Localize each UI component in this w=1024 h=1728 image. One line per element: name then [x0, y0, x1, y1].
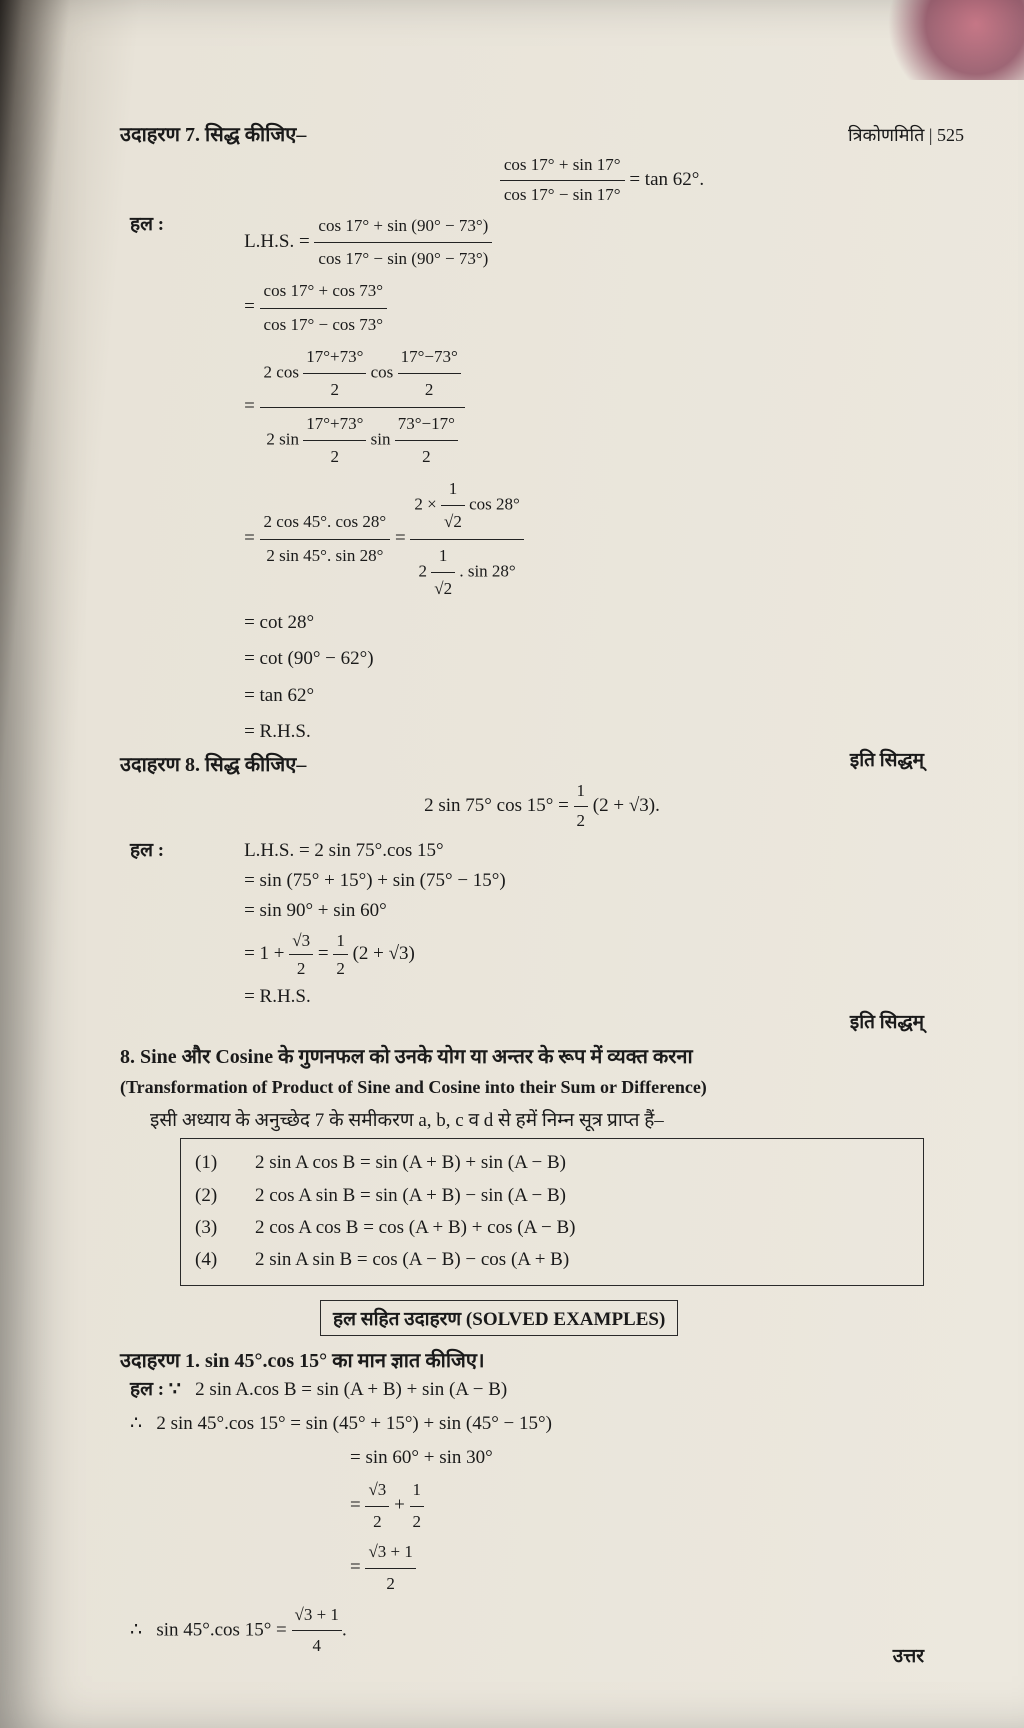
ex1-l3: = sin 60° + sin 30° — [350, 1441, 964, 1475]
ex7-statement-rhs: = tan 62°. — [629, 169, 704, 190]
formulas-box: (1)2 sin A cos B = sin (A + B) + sin (A … — [180, 1138, 924, 1285]
formula-4: (4)2 sin A sin B = cos (A − B) − cos (A … — [195, 1244, 909, 1276]
final-lhs: sin 45°.cos 15° = — [156, 1619, 286, 1640]
ex8-solution-row: हल : L.H.S. = 2 sin 75°.cos 15° = sin (7… — [120, 836, 964, 1013]
body: 2 cos A sin B = sin (A + B) − sin (A − B… — [255, 1180, 566, 1212]
idx: (1) — [195, 1147, 255, 1179]
ex8-proved: इति सिद्धम् — [120, 1008, 924, 1034]
therefore: ∴ — [130, 1413, 142, 1434]
d: cos 17° − cos 73° — [260, 309, 388, 341]
ex1-l1: 2 sin A.cos B = sin (A + B) + sin (A − B… — [195, 1379, 507, 1400]
formula-1: (1)2 sin A cos B = sin (A + B) + sin (A … — [195, 1147, 909, 1179]
section-intro: इसी अध्याय के अनुच्छेद 7 के समीकरण a, b,… — [150, 1106, 964, 1132]
ex8-statement: 2 sin 75° cos 15° = 12 (2 + √3). — [120, 777, 964, 836]
section-heading: 8. Sine और Cosine के गुणनफल को उनके योग … — [120, 1042, 964, 1102]
ex8-l3: = sin 90° + sin 60° — [244, 896, 506, 926]
ex8-hal: हल : — [130, 836, 164, 862]
n: 2 cos 45°. cos 28° — [260, 506, 391, 539]
ex7-line6: = cot (90° − 62°) — [244, 641, 524, 677]
ex8-work: L.H.S. = 2 sin 75°.cos 15° = sin (75° + … — [244, 836, 506, 1013]
page: उदाहरण 7. सिद्ध कीजिए– त्रिकोणमिति | 525… — [0, 0, 1024, 1728]
decorative-corner — [864, 0, 1024, 80]
body: 2 sin A cos B = sin (A + B) + sin (A − B… — [255, 1147, 566, 1179]
ex7-work: L.H.S. = cos 17° + sin (90° − 73°)cos 17… — [244, 210, 524, 750]
body: 2 cos A cos B = cos (A + B) + cos (A − B… — [255, 1212, 575, 1244]
page-reference: त्रिकोणमिति | 525 — [848, 123, 964, 147]
section-head-hi: Sine और Cosine के गुणनफल को उनके योग या … — [140, 1046, 693, 1068]
section-num: 8. — [120, 1046, 135, 1068]
ex7-line8: = R.H.S. — [244, 714, 524, 750]
ex7-header: उदाहरण 7. सिद्ध कीजिए– त्रिकोणमिति | 525 — [120, 120, 964, 147]
ex1-l1-row: हल : ∵ 2 sin A.cos B = sin (A + B) + sin… — [130, 1373, 964, 1407]
d: 2 sin 45°. sin 28° — [260, 540, 391, 572]
body: 2 sin A sin B = cos (A − B) − cos (A + B… — [255, 1244, 569, 1276]
ex7-line3: = 2 cos 17°+73°2 cos 17°−73°2 2 sin 17°+… — [244, 341, 524, 473]
formula-2: (2)2 cos A sin B = sin (A + B) − sin (A … — [195, 1180, 909, 1212]
ex7-title: उदाहरण 7. सिद्ध कीजिए– — [120, 120, 306, 147]
ex8-l2: = sin (75° + 15°) + sin (75° − 15°) — [244, 866, 506, 896]
dot: . — [342, 1619, 347, 1640]
ex8-l1: L.H.S. = 2 sin 75°.cos 15° — [244, 836, 506, 866]
n: cos 17° + sin (90° − 73°) — [314, 210, 492, 243]
formula-3: (3)2 cos A cos B = cos (A + B) + cos (A … — [195, 1212, 909, 1244]
idx: (2) — [195, 1180, 255, 1212]
ex1-l2: 2 sin 45°.cos 15° = sin (45° + 15°) + si… — [156, 1413, 552, 1434]
ex7-line7: = tan 62° — [244, 678, 524, 714]
n: 2 × 1√2 cos 28° — [410, 473, 523, 540]
ex7-line4: = 2 cos 45°. cos 28°2 sin 45°. sin 28° =… — [244, 473, 524, 605]
ex1-l5: = √3 + 12 — [350, 1537, 964, 1599]
content-area: उदाहरण 7. सिद्ध कीजिए– त्रिकोणमिति | 525… — [120, 120, 964, 1668]
ex7-line2: = cos 17° + cos 73°cos 17° − cos 73° — [244, 275, 524, 341]
ex1-work: हल : ∵ 2 sin A.cos B = sin (A + B) + sin… — [130, 1373, 964, 1662]
therefore: ∴ — [130, 1619, 142, 1640]
ex8-title: उदाहरण 8. सिद्ध कीजिए– — [120, 750, 964, 777]
ex8-l5: = R.H.S. — [244, 982, 506, 1012]
ex1-title: उदाहरण 1. sin 45°.cos 15° का मान ज्ञात क… — [120, 1346, 964, 1373]
solved-examples-heading: हल सहित उदाहरण (SOLVED EXAMPLES) — [320, 1300, 678, 1336]
d: 4 — [292, 1631, 342, 1662]
d: 2 sin 17°+73°2 sin 73°−17°2 — [260, 408, 465, 474]
ex7-statement-frac: cos 17° + sin 17° cos 17° − sin 17° — [500, 151, 625, 210]
ex7-statement: cos 17° + sin 17° cos 17° − sin 17° = ta… — [240, 151, 964, 210]
frac-den: cos 17° − sin 17° — [500, 181, 625, 210]
ex7-line1: L.H.S. = cos 17° + sin (90° − 73°)cos 17… — [244, 210, 524, 276]
ex1-hal: हल : ∵ — [130, 1379, 181, 1400]
lhs-label: L.H.S. = — [244, 231, 310, 252]
frac-num: cos 17° + sin 17° — [500, 151, 625, 181]
idx: (3) — [195, 1212, 255, 1244]
ex7-hal: हल : — [130, 210, 164, 236]
idx: (4) — [195, 1244, 255, 1276]
n: cos 17° + cos 73° — [260, 275, 388, 308]
ex7-line5: = cot 28° — [244, 605, 524, 641]
ex8-l4: = 1 + √32 = 12 (2 + √3) — [244, 927, 506, 982]
ex1-l2-row: ∴ 2 sin 45°.cos 15° = sin (45° + 15°) + … — [130, 1407, 964, 1441]
section-head-en: (Transformation of Product of Sine and C… — [120, 1077, 707, 1097]
d: cos 17° − sin (90° − 73°) — [314, 243, 492, 275]
n: √3 + 1 — [292, 1600, 342, 1632]
d: 2 1√2 . sin 28° — [410, 540, 523, 606]
ex7-solution-row: हल : L.H.S. = cos 17° + sin (90° − 73°)c… — [120, 210, 964, 750]
n: 2 cos 17°+73°2 cos 17°−73°2 — [260, 341, 465, 408]
ex1-l4: = √32 + 12 — [350, 1475, 964, 1537]
